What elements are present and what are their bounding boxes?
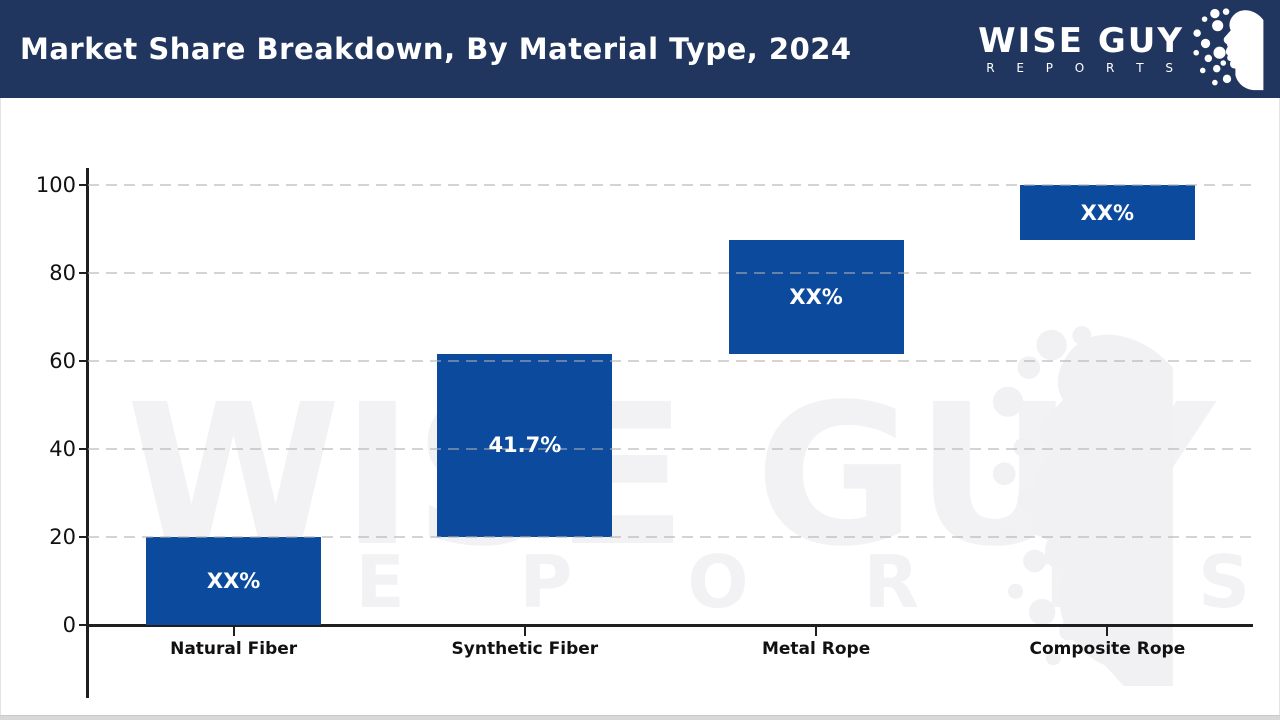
y-tick-label: 40 — [49, 437, 76, 461]
bar-metal-rope — [728, 240, 904, 354]
x-tick-0 — [232, 627, 235, 636]
gridline-y-40 — [88, 448, 1253, 450]
watermark-letter: R — [863, 540, 920, 624]
y-tick-40 — [79, 448, 88, 450]
bottom-strip — [0, 715, 1280, 720]
watermark-letter: E — [355, 540, 405, 624]
bar-value-label: XX% — [1080, 200, 1135, 225]
wise-guy-reports-logo: WISE GUY R E P O R T S — [978, 7, 1280, 91]
y-tick-60 — [79, 360, 88, 362]
bar-value-label: 41.7% — [488, 433, 562, 458]
y-tick-100 — [79, 184, 88, 186]
x-tick-3 — [1106, 627, 1109, 636]
y-tick-label: 100 — [35, 173, 76, 197]
x-category-label: Synthetic Fiber — [451, 639, 599, 659]
y-tick-label: 80 — [49, 261, 76, 285]
bar-value-label: XX% — [206, 569, 261, 593]
x-axis-line — [86, 624, 1253, 627]
watermark-letter: P — [519, 540, 573, 624]
watermark-letter: O — [687, 540, 749, 624]
x-category-label: Metal Rope — [761, 639, 871, 659]
watermark-dotted-head-icon — [992, 326, 1173, 686]
y-tick-label: 0 — [62, 613, 76, 637]
y-tick-label: 20 — [49, 525, 76, 549]
gridline-y-100 — [88, 184, 1253, 186]
logo-wordmark: WISE GUY — [978, 21, 1184, 61]
y-axis-spine — [86, 168, 89, 698]
x-category-label: Composite Rope — [1029, 639, 1186, 659]
watermark-letter: S — [1198, 540, 1250, 624]
bar-value-label: XX% — [789, 284, 843, 309]
y-tick-0 — [79, 624, 88, 626]
y-tick-20 — [79, 536, 88, 538]
logo-text: WISE GUY R E P O R T S — [978, 24, 1184, 74]
page-title: Market Share Breakdown, By Material Type… — [20, 32, 852, 66]
x-tick-1 — [523, 627, 526, 636]
bar-synthetic-fiber — [437, 353, 613, 537]
y-tick-80 — [79, 272, 88, 274]
gridline-y-80 — [88, 272, 1253, 274]
gridline-y-60 — [88, 360, 1253, 362]
bar-natural-fiber — [146, 537, 322, 625]
x-category-label: Natural Fiber — [170, 639, 298, 659]
x-tick-2 — [815, 627, 818, 636]
y-tick-label: 60 — [49, 349, 76, 373]
header-bar: Market Share Breakdown, By Material Type… — [0, 0, 1280, 98]
left-edge-border — [0, 98, 1, 715]
gridline-y-20 — [88, 536, 1253, 538]
logo-subtitle: R E P O R T S — [986, 61, 1182, 75]
logo-dotted-head-icon — [1193, 8, 1264, 91]
bar-composite-rope — [1019, 185, 1195, 240]
